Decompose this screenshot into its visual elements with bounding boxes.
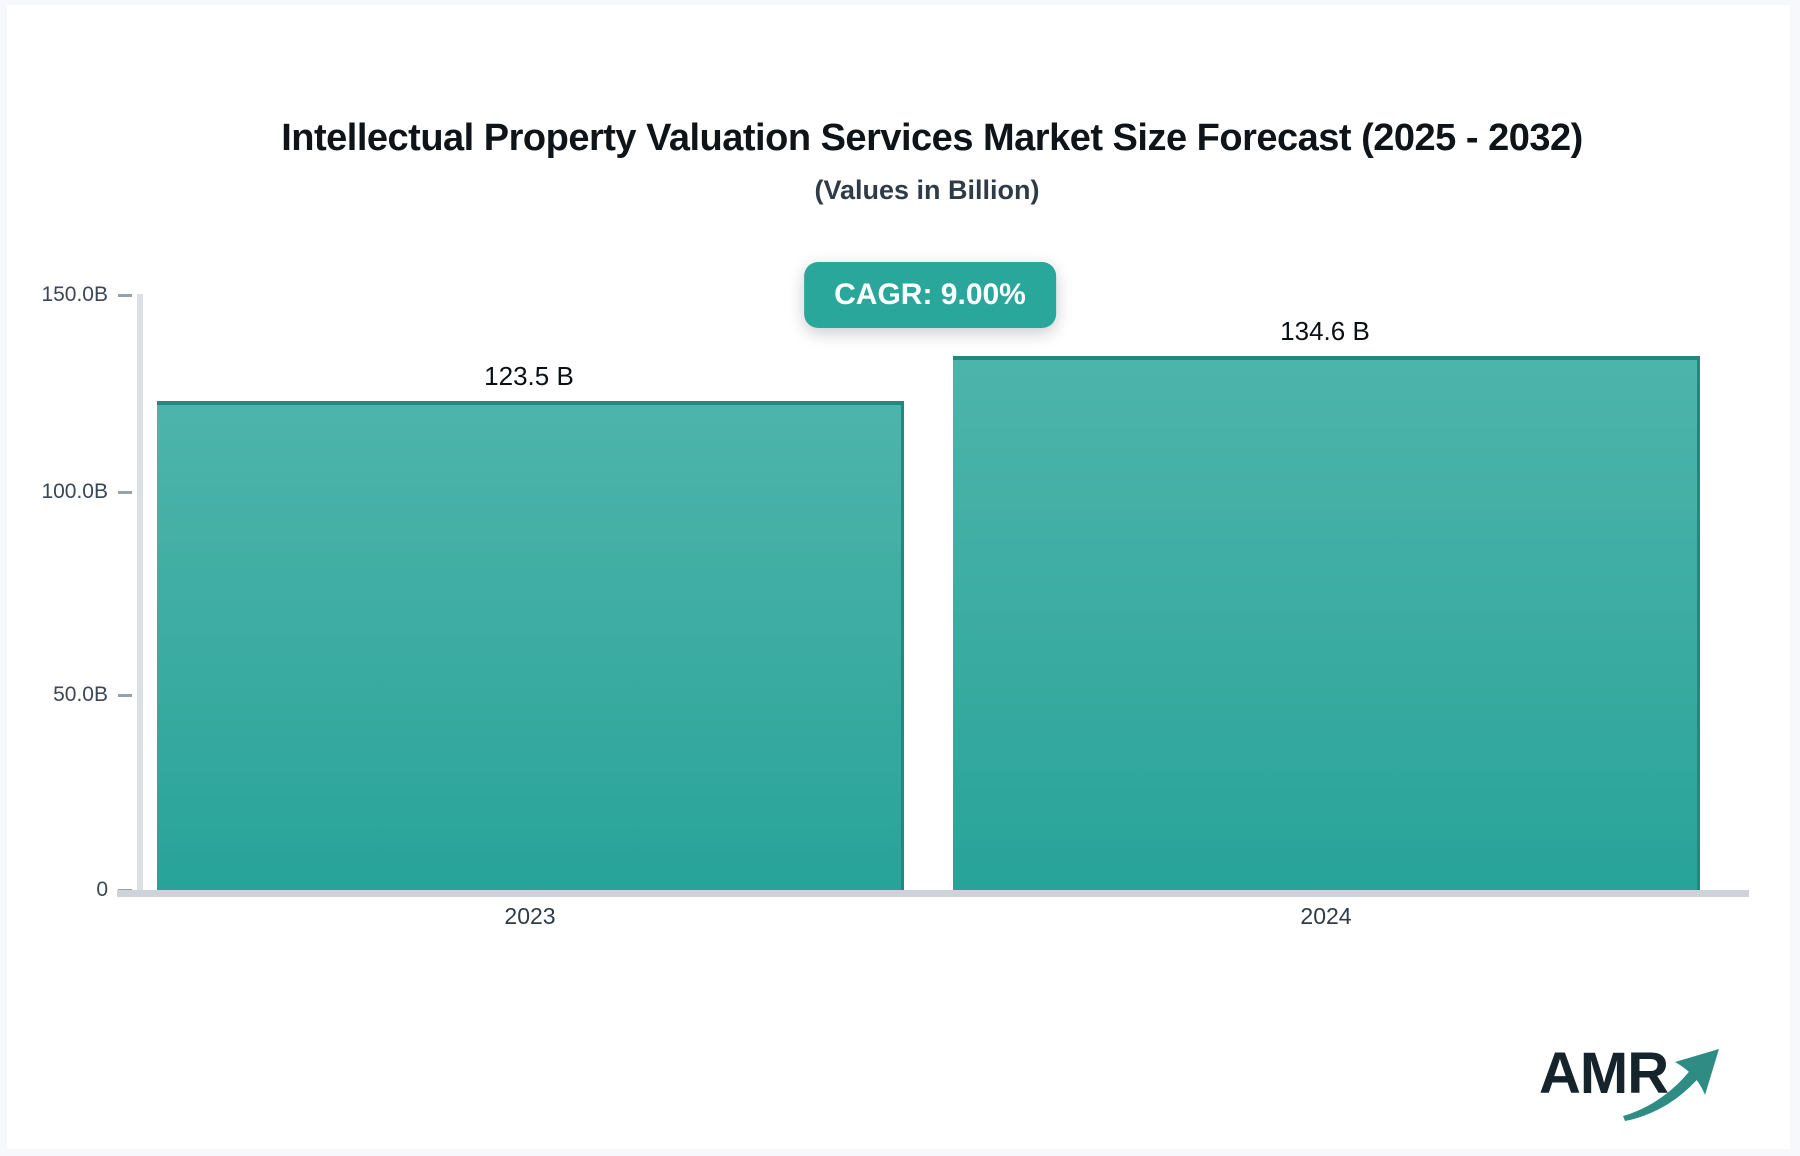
y-axis-line xyxy=(137,294,143,897)
bar-value-label-2023: 123.5 B xyxy=(484,360,574,391)
x-tick-label-2023: 2023 xyxy=(504,903,556,929)
y-tick-mark xyxy=(118,491,132,494)
y-tick-mark xyxy=(118,694,132,697)
x-axis-line xyxy=(117,890,1749,897)
plot-area: 123.5 B 134.6 B xyxy=(140,295,1749,893)
cagr-badge: CAGR: 9.00% xyxy=(804,262,1056,328)
amr-logo-text: AMR xyxy=(1539,1041,1669,1106)
y-tick-label-100: 100.0B xyxy=(41,480,108,503)
y-tick-label-0: 0 xyxy=(96,878,108,901)
y-tick-label-150: 150.0B xyxy=(41,283,108,306)
chart-title: Intellectual Property Valuation Services… xyxy=(281,117,1583,159)
bar-2024[interactable]: 134.6 B xyxy=(953,316,1700,893)
amr-logo: AMR xyxy=(1539,1040,1729,1130)
bar-2023[interactable]: 123.5 B xyxy=(157,361,904,893)
growth-arrow-icon xyxy=(1623,1049,1719,1121)
bar-value-label-2024: 134.6 B xyxy=(1280,316,1370,347)
chart-subtitle: (Values in Billion) xyxy=(814,175,1040,205)
y-tick-mark xyxy=(118,294,132,297)
y-tick-label-50: 50.0B xyxy=(53,683,108,706)
chart-card: Intellectual Property Valuation Services… xyxy=(7,5,1790,1149)
x-tick-label-2024: 2024 xyxy=(1300,903,1352,929)
